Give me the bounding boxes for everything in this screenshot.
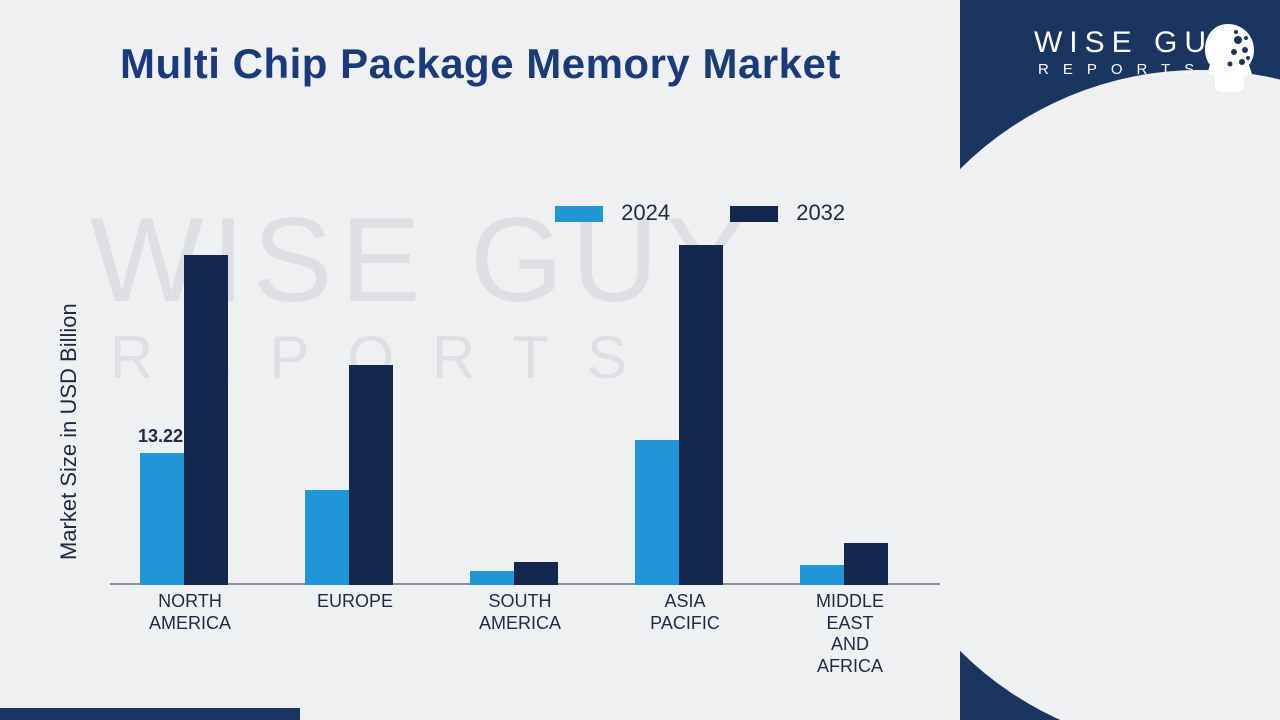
legend-swatch-2024	[555, 206, 603, 222]
bar-2024	[800, 565, 844, 585]
plot-area: NORTHAMERICAEUROPESOUTHAMERICAASIAPACIFI…	[110, 235, 940, 585]
bar-2032	[184, 255, 228, 585]
y-axis-label: Market Size in USD Billion	[56, 303, 82, 560]
legend-label-2024: 2024	[621, 200, 670, 225]
bar-2032	[844, 543, 888, 585]
chart-title: Multi Chip Package Memory Market	[120, 40, 841, 88]
legend-swatch-2032	[730, 206, 778, 222]
bar-2024	[470, 571, 514, 585]
bar-2024	[635, 440, 679, 585]
legend-item-2032: 2032	[730, 200, 845, 226]
category-label: EUROPE	[285, 591, 425, 613]
category-label: MIDDLEEASTANDAFRICA	[780, 591, 920, 677]
legend-item-2024: 2024	[555, 200, 670, 226]
bar-2032	[514, 562, 558, 585]
logo-head-icon	[1198, 22, 1258, 94]
category-label: NORTHAMERICA	[120, 591, 260, 634]
value-label: 13.22	[138, 426, 183, 447]
category-label: ASIAPACIFIC	[615, 591, 755, 634]
bar-2024	[305, 490, 349, 585]
bar-2032	[349, 365, 393, 585]
category-label: SOUTHAMERICA	[450, 591, 590, 634]
legend: 2024 2032	[555, 200, 845, 226]
bar-2024	[140, 453, 184, 585]
footer-accent	[0, 708, 300, 720]
legend-label-2032: 2032	[796, 200, 845, 225]
bar-2032	[679, 245, 723, 585]
chart-canvas: WISE GUY REPORTS WISE GUY REPORTS Multi …	[0, 0, 1280, 720]
